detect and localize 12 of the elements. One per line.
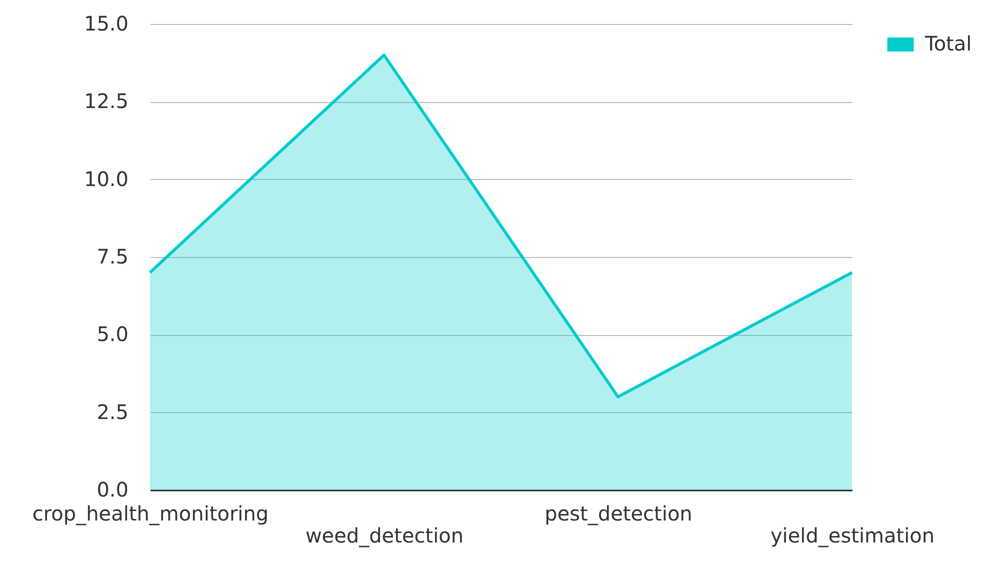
x-tick-label: crop_health_monitoring [32, 502, 269, 526]
y-tick-label: 5.0 [96, 322, 128, 346]
y-tick-label: 15.0 [84, 12, 128, 36]
y-tick-label: 10.0 [84, 166, 128, 191]
x-tick-label: yield_estimation [770, 524, 935, 548]
y-tick-label: 7.5 [96, 244, 128, 268]
x-tick-label: weed_detection [305, 524, 464, 548]
legend-label: Total [924, 32, 972, 56]
y-tick-label: 12.5 [84, 89, 128, 114]
y-tick-label: 0.0 [96, 478, 128, 502]
x-tick-label: pest_detection [544, 502, 692, 526]
y-tick-label: 2.5 [96, 400, 128, 424]
